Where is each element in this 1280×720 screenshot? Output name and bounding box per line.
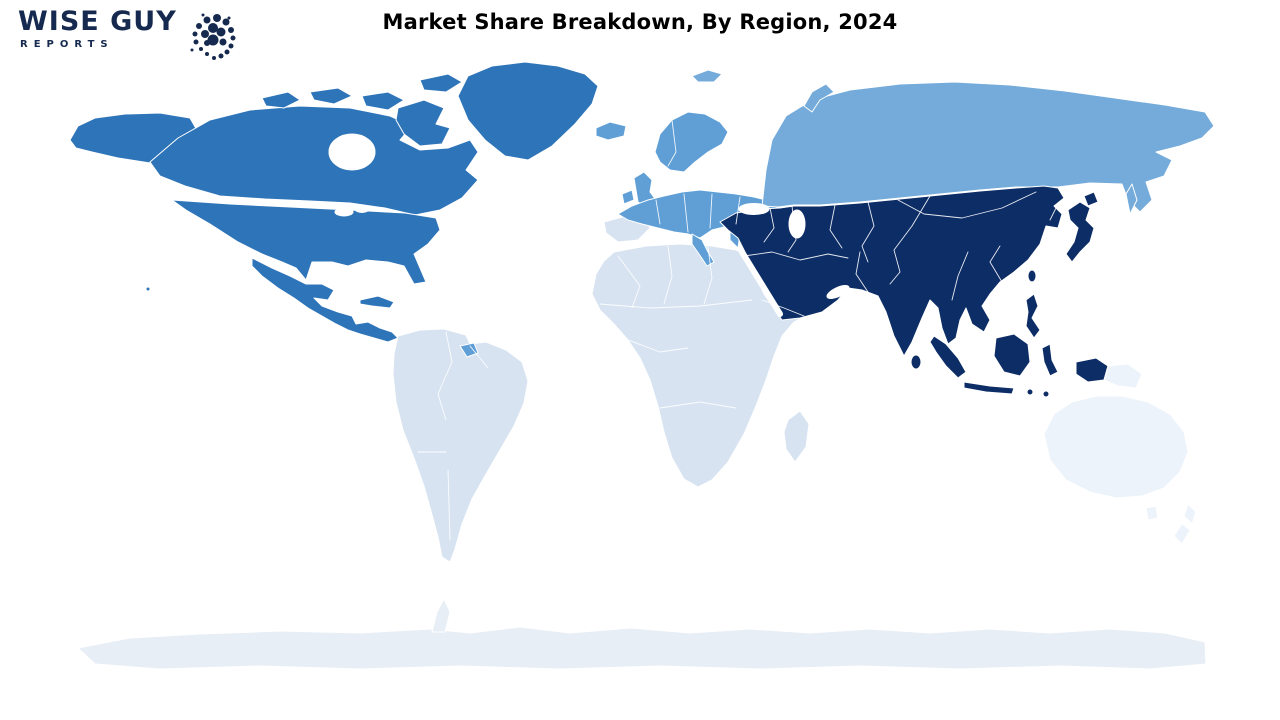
hudson-bay: [328, 133, 376, 171]
red-sea: [739, 249, 783, 317]
persian-gulf: [826, 284, 850, 300]
antarctic-peninsula: [431, 598, 451, 633]
lesser-sunda-island: [1042, 390, 1050, 398]
region-asia-middle-east: [719, 185, 1109, 398]
island-papua-new-guinea: [1103, 363, 1143, 389]
baltic-sea: [692, 166, 708, 186]
country-philippines: [1025, 293, 1041, 339]
region-north-america: [69, 61, 599, 343]
country-cuba: [359, 295, 395, 309]
asia-mainland: [719, 185, 1065, 357]
country-japan-hokkaido: [1083, 191, 1099, 207]
logo-wordmark: WISE GUY: [18, 6, 177, 37]
country-russia: [761, 81, 1215, 213]
arctic-island-baffin: [395, 99, 451, 147]
island-new-zealand-south: [1173, 523, 1191, 545]
chart-title: Market Share Breakdown, By Region, 2024: [382, 10, 898, 34]
country-canada: [149, 105, 479, 216]
arctic-island: [261, 91, 301, 109]
region-oceania: [1043, 363, 1197, 545]
water-bodies: [328, 133, 850, 317]
country-sri-lanka: [910, 354, 922, 370]
island-tasmania: [1145, 505, 1159, 521]
caspian-sea: [788, 209, 806, 239]
country-taiwan: [1027, 269, 1037, 283]
arctic-island: [361, 91, 405, 111]
continent-antarctica: [77, 626, 1207, 670]
region-south-america: [392, 328, 529, 563]
great-lake: [354, 205, 370, 213]
country-united-states: [171, 199, 441, 285]
wise-guy-reports-logo: WISE GUY REPORTS: [18, 8, 237, 66]
island-new-zealand-north: [1183, 503, 1197, 525]
arctic-island: [309, 87, 353, 105]
island-sakhalin: [1125, 183, 1138, 215]
island-sumatra: [929, 335, 967, 379]
dotted-head-icon: [190, 13, 236, 60]
island-sulawesi: [1041, 343, 1059, 377]
black-sea: [738, 203, 770, 215]
country-australia: [1043, 395, 1189, 499]
island-west-new-guinea: [1075, 357, 1109, 383]
hawaii-dot: [145, 286, 151, 292]
continent-south-america: [392, 328, 529, 563]
region-russia-cis: [691, 69, 1215, 215]
island-novaya-zemlya: [803, 83, 835, 113]
region-antarctica: [77, 598, 1207, 670]
country-borders: [417, 119, 1057, 541]
country-scandinavia: [654, 111, 729, 173]
country-ireland: [621, 189, 635, 205]
great-lake: [334, 207, 354, 217]
territory-french-guiana: [459, 342, 479, 358]
island-java: [963, 381, 1015, 395]
island-borneo: [993, 333, 1031, 377]
arctic-island-ellesmere: [419, 73, 463, 93]
country-greenland: [457, 61, 599, 161]
country-japan-honshu: [1065, 201, 1095, 263]
country-mexico-central-america: [251, 257, 399, 343]
logo-subtitle: REPORTS: [20, 39, 114, 50]
country-iceland: [595, 121, 627, 141]
country-madagascar: [783, 410, 810, 463]
island-svalbard: [691, 69, 723, 83]
lesser-sunda-island: [1026, 388, 1034, 396]
